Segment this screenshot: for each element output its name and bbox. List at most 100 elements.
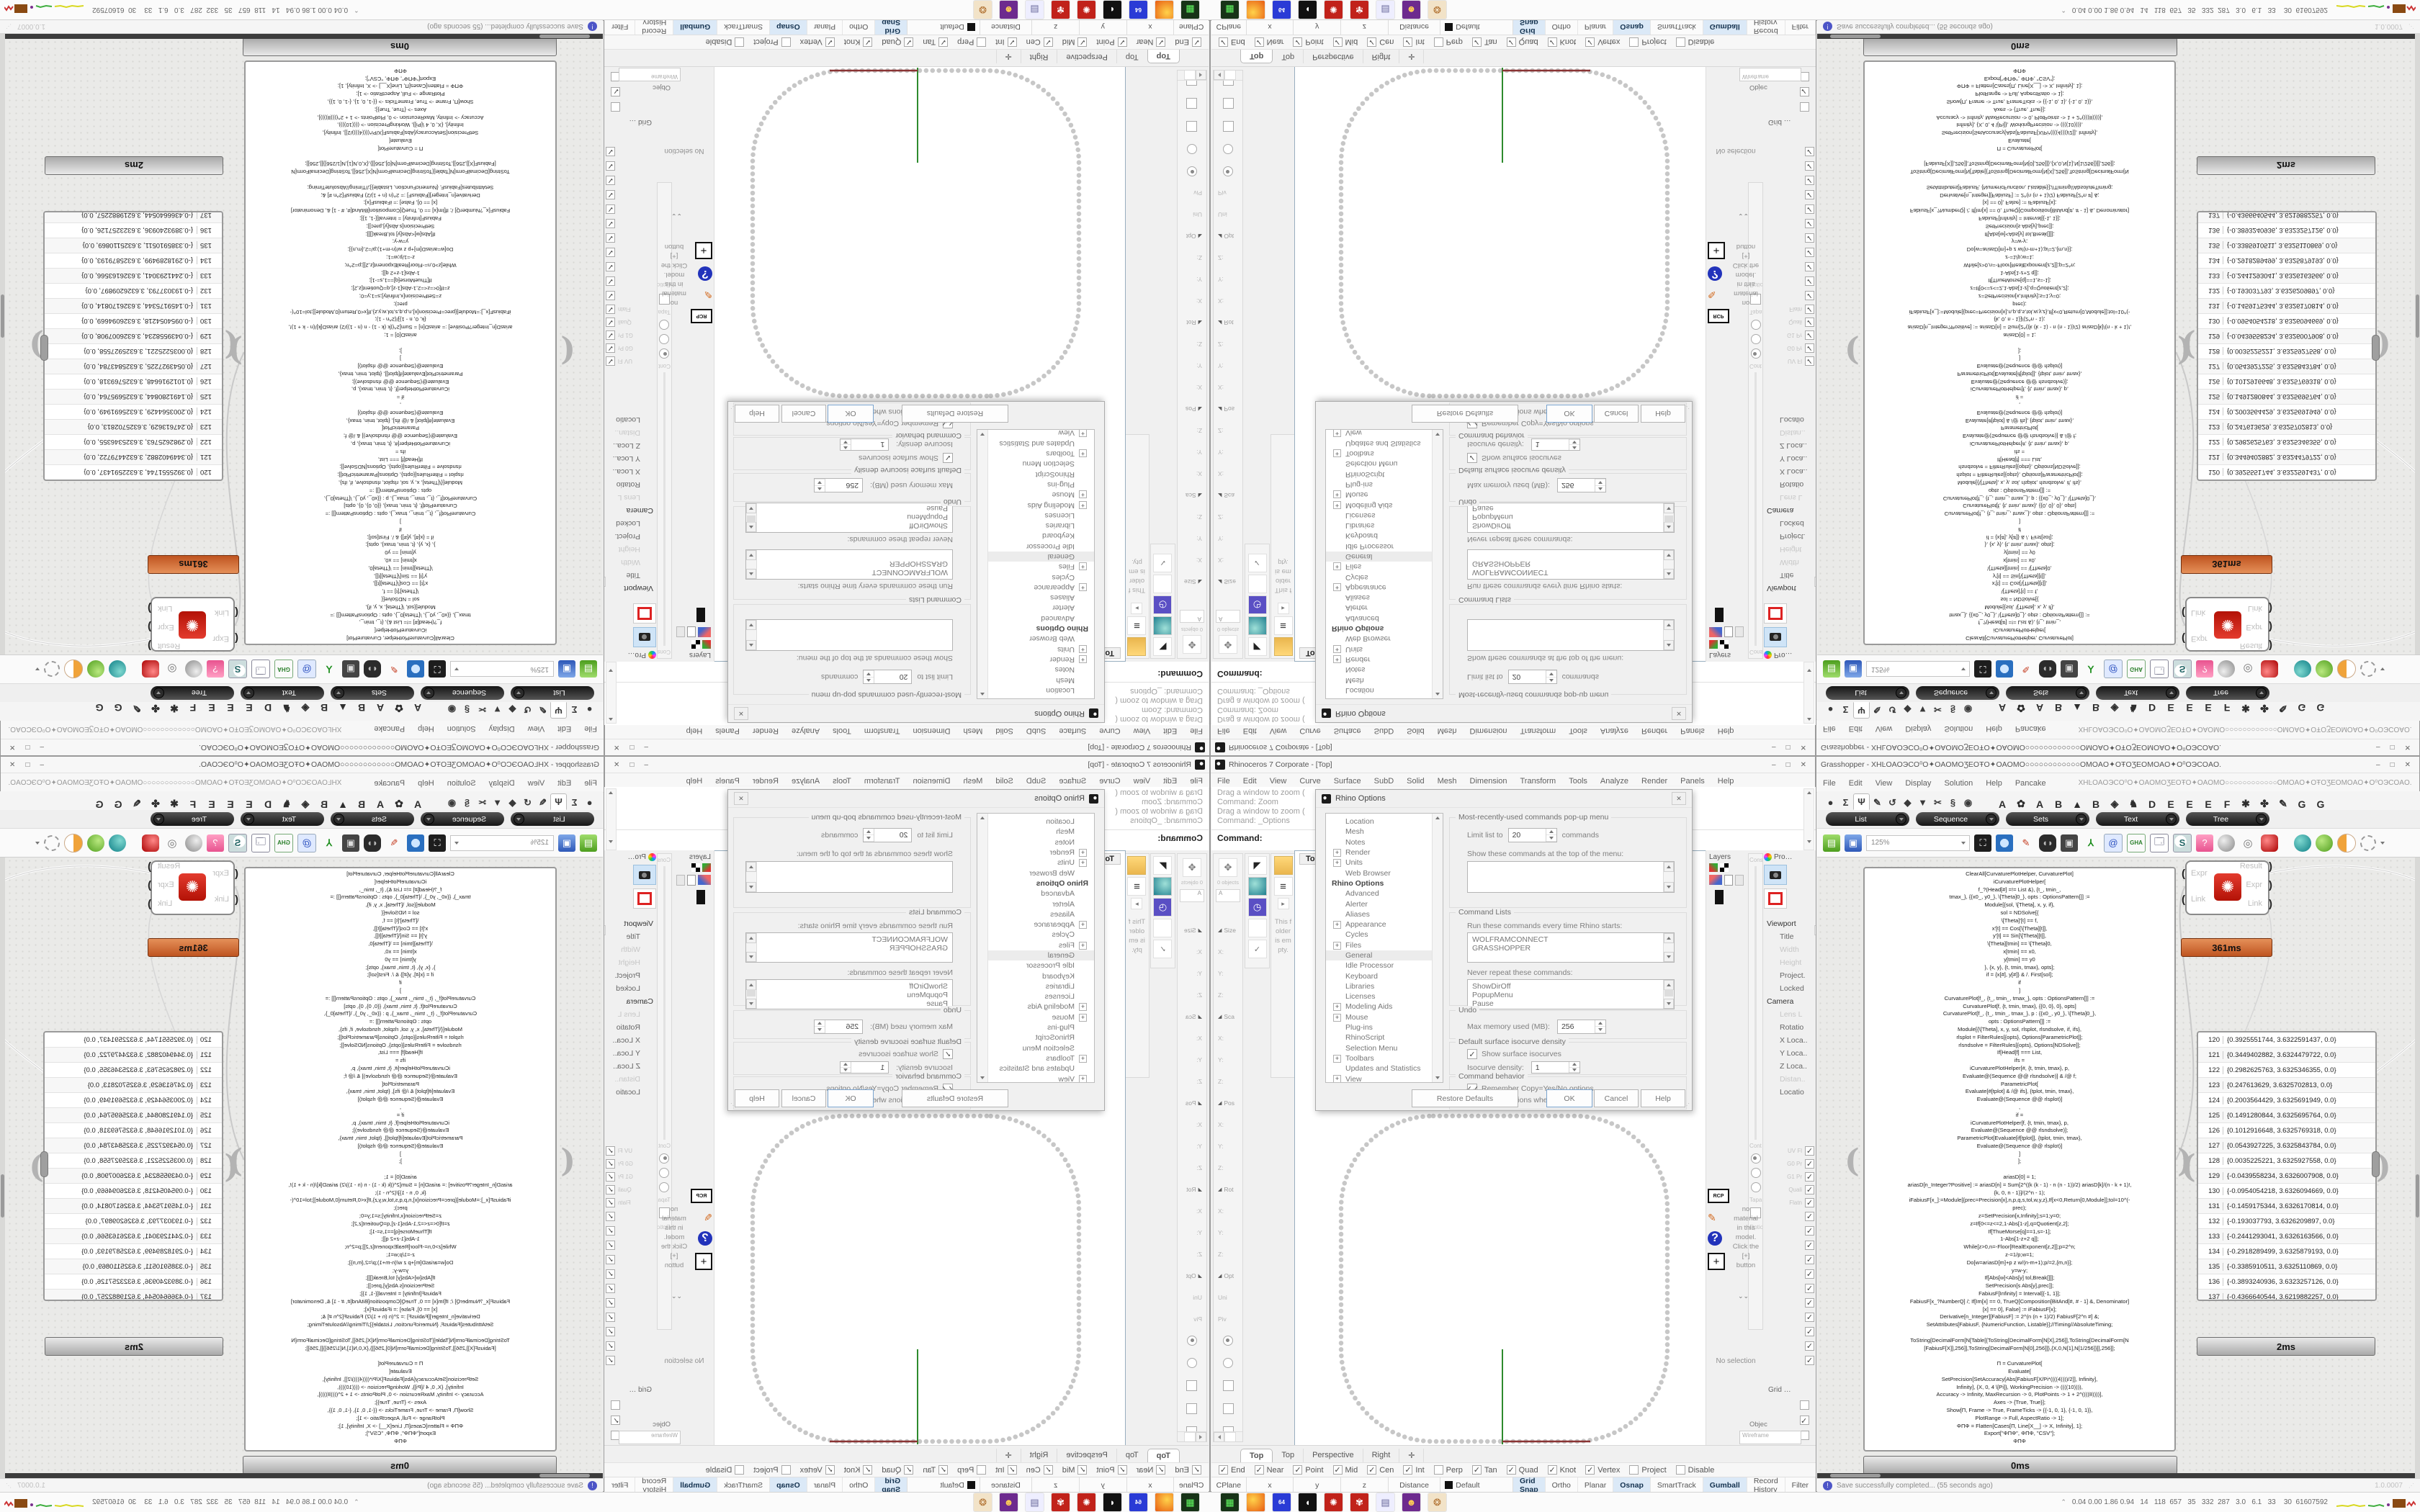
boxedit-field[interactable]: A [1180,610,1204,623]
wireframe-field[interactable]: Wireframe [1739,1431,1801,1444]
display-checkbox[interactable]: ✓ [1805,1158,1814,1169]
page-copy-icon[interactable] [676,875,685,886]
page-icon[interactable] [1724,626,1733,637]
property-row[interactable]: Width [621,945,640,954]
new-document-icon[interactable]: ▤ [580,834,597,852]
subcategory-pill[interactable]: Tree [2186,812,2269,826]
selection-circle-icon[interactable] [44,834,60,851]
property-row[interactable]: Lens L [1780,1010,1803,1019]
taskbar-mathematica-icon[interactable]: ✺ [1324,0,1343,19]
options-tree-item[interactable]: General [977,551,1094,562]
viewport-props-icon[interactable] [1764,603,1787,624]
never-repeat-command[interactable]: Pause [1472,999,1494,1008]
options-tree-item[interactable]: RhinoScript [1345,469,1385,479]
boxedit-row[interactable]: ◢Z: [1196,1164,1202,1171]
taskbar-system-monitor-icon[interactable]: ▦ [1220,1493,1240,1512]
rhino-menu-item[interactable]: Transform [1520,726,1556,735]
checked-option-icon[interactable]: ✓ [1247,940,1267,958]
boxedit-row[interactable]: ◢ Sca [1185,1013,1202,1020]
plugin-category-tab[interactable]: D [264,798,272,810]
never-repeat-listbox[interactable]: ShowDirOff PopupMenu Pause [1467,503,1675,533]
canvas-hscrollbar[interactable] [0,34,603,39]
menu-icon[interactable]: ≡ [1273,616,1293,635]
property-row[interactable]: Width [621,558,640,567]
rcp-icon[interactable]: RCP [691,309,712,323]
grasshopper-menu-item[interactable]: Edit [557,779,572,788]
undo-spinner[interactable]: 256 [814,1020,864,1034]
property-row[interactable]: Viewport [624,584,653,593]
property-row[interactable]: Rotatio [616,480,640,489]
close-button[interactable]: ✕ [2404,760,2411,769]
property-row[interactable]: Lens L [617,493,640,502]
subcategory-pill[interactable]: List [511,686,594,700]
grasshopper-menu-item[interactable]: File [584,724,597,733]
grid-checkbox[interactable] [611,102,620,112]
boxedit-row[interactable]: ◢X: [1218,297,1224,305]
gumball-icon[interactable]: ✥ [1219,858,1237,877]
options-tree-item[interactable]: Toolbars [977,1053,1094,1063]
display-checkbox[interactable]: ✓ [1805,1146,1814,1156]
density-spinner[interactable]: 1 [1531,1061,1580,1074]
tree-scrollbar[interactable] [1432,814,1443,1082]
script-window-icon[interactable]: 🗔 [2150,660,2169,679]
undo-spinner[interactable]: 256 [1556,478,1606,492]
property-row[interactable]: Z Loca.. [613,441,640,450]
options-tree-item[interactable]: View [1326,1074,1443,1082]
help-icon[interactable]: ? [1708,266,1722,281]
param-category-tab[interactable]: ▼ [493,797,502,808]
options-tree-item[interactable]: Libraries [1345,521,1375,531]
property-row[interactable]: Distan.. [614,1075,640,1084]
property-row[interactable]: Height [618,545,640,554]
rhino-menu-item[interactable]: Solid [1407,726,1425,735]
speaker-icon[interactable]: ▣ [2061,660,2078,678]
folder-icon[interactable] [1273,856,1293,875]
options-tree-item[interactable]: Web Browser [1029,634,1075,644]
display-checkbox[interactable]: ✓ [1805,1313,1814,1322]
plugin-category-tab[interactable]: E [246,798,253,810]
maximize-button[interactable]: □ [1785,743,1791,752]
taskbar-rhino-icon[interactable]: ◖ [1298,0,1317,19]
clock-icon[interactable]: ◷ [1247,898,1267,917]
boxedit-row[interactable]: ◢ Sca [1218,1013,1235,1020]
boxedit-row[interactable]: ◢Y: [1196,535,1202,542]
status-toggle[interactable]: SmartTrack [1651,1477,1703,1493]
display-checkbox[interactable]: ✓ [1805,262,1814,271]
grasshopper-menu-item[interactable]: Pancake [374,779,405,788]
output-link[interactable]: Link [158,604,173,613]
boxedit-row[interactable]: ◢Piv [1218,1315,1227,1323]
display-checkbox[interactable]: ✓ [606,147,615,156]
param-category-tab[interactable]: ✎ [1873,704,1881,716]
display-checkbox[interactable]: ✓ [606,262,615,271]
plugin-category-tab[interactable]: G [114,702,122,714]
output-link[interactable]: Link [2247,604,2262,613]
rcp-icon[interactable]: RCP [691,1189,712,1203]
taskbar-mathematica-icon[interactable]: ✺ [1077,1493,1096,1512]
osnap-toggle[interactable]: Disable [1675,1465,1714,1475]
rhino-menu-item[interactable]: Tools [1569,777,1587,786]
options-tree-item[interactable]: Plug-ins [1047,480,1075,489]
speaker-icon[interactable]: ▣ [342,834,359,852]
plugin-category-tab[interactable]: ✤ [151,703,160,714]
status-toggle[interactable]: Ortho [842,19,875,35]
rhino-menu-item[interactable]: Tools [1569,726,1587,735]
property-row[interactable]: Locked [616,519,640,528]
options-tree-item[interactable]: Keyboard [1345,971,1378,981]
folder-icon[interactable] [1127,856,1147,875]
boxedit-row[interactable]: ◢Y: [1196,1056,1202,1063]
rhino-titlebar[interactable]: Rhinoceros 7 Corporate - [Top] – □ ✕ [1211,739,1815,755]
taskbar-firefox-icon[interactable] [1155,0,1174,19]
dialog-close-icon[interactable]: ✕ [734,792,748,805]
options-tree-item[interactable]: Aliases [1050,909,1075,919]
viewport-tab[interactable]: Perspective [1304,1449,1363,1462]
rhino-menu-item[interactable]: Help [1717,726,1734,735]
display-checkbox[interactable]: ✓ [606,204,615,214]
osnap-toggle[interactable]: Near [1137,37,1166,47]
help-button[interactable]: Help [735,405,779,423]
param-category-tab[interactable]: ◆ [508,704,516,716]
param-category-tab[interactable]: ▼ [1918,704,1927,715]
options-tree-item[interactable]: Libraries [1345,981,1375,991]
param-category-tab[interactable]: ◉ [447,796,457,808]
plugin-category-tab[interactable]: ▲ [338,702,348,714]
options-tree-item[interactable]: Cycles [1052,572,1075,582]
options-tree-item[interactable]: Selection Menu [1022,459,1075,469]
